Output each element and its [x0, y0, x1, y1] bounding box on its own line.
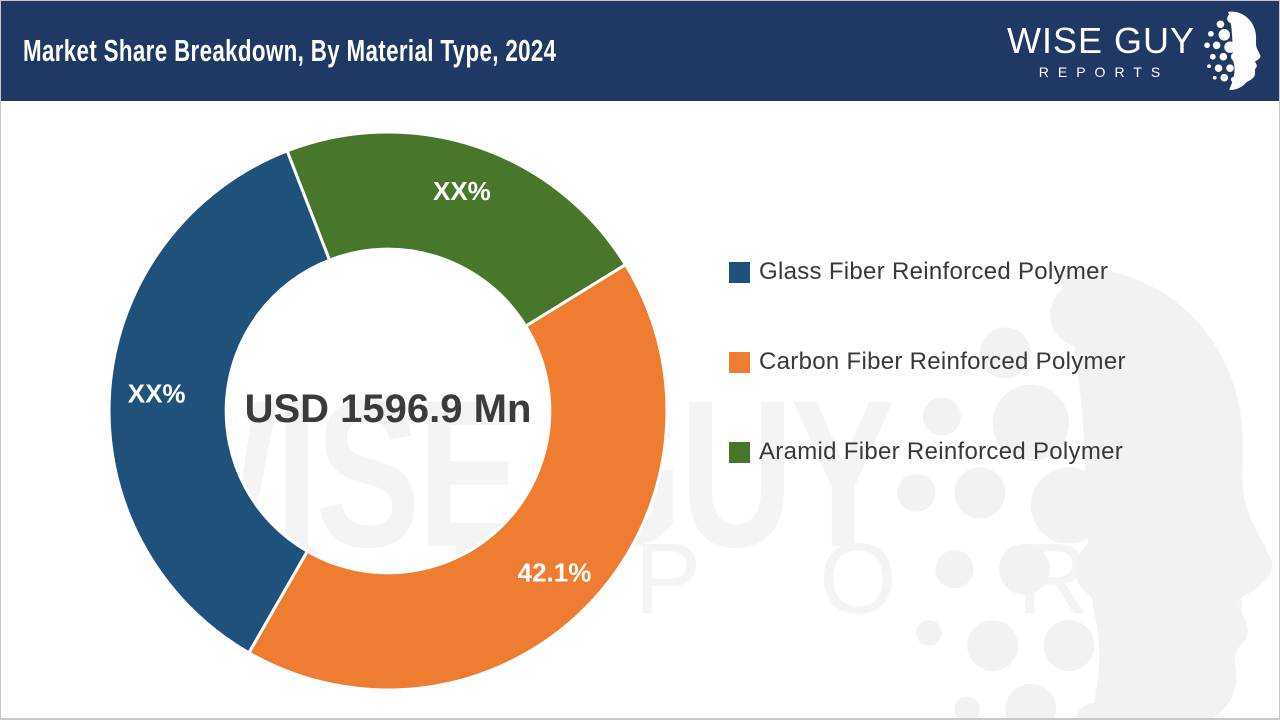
legend: Glass Fiber Reinforced Polymer Carbon Fi… — [729, 258, 1126, 465]
brand-logo: WISE GUY REPORTS — [1007, 9, 1261, 93]
header-bar: Market Share Breakdown, By Material Type… — [1, 1, 1279, 101]
legend-item: Glass Fiber Reinforced Polymer — [729, 258, 1126, 285]
legend-swatch — [729, 351, 750, 373]
donut-slice — [247, 263, 669, 692]
legend-label: Aramid Fiber Reinforced Polymer — [759, 438, 1124, 465]
legend-item: Aramid Fiber Reinforced Polymer — [729, 438, 1126, 465]
brand-name: WISE GUY — [1006, 19, 1195, 61]
brand-tagline: REPORTS — [1038, 63, 1170, 80]
page-title: Market Share Breakdown, By Material Type… — [23, 33, 557, 68]
chart-center-value: USD 1596.9 Mn — [244, 387, 532, 431]
legend-swatch — [729, 441, 750, 463]
donut-slice — [285, 130, 628, 328]
donut-slice — [107, 149, 331, 655]
brand-text: WISE GUY REPORTS — [1006, 19, 1195, 80]
legend-item: Carbon Fiber Reinforced Polymer — [729, 348, 1126, 375]
chart-area: WISE GUY R E P O R T S XX%42.1%XX% USD 1… — [1, 101, 1279, 718]
wiseguy-face-icon — [1204, 11, 1261, 91]
legend-swatch — [729, 261, 750, 283]
slice-label: XX% — [433, 176, 491, 206]
legend-label: Glass Fiber Reinforced Polymer — [759, 258, 1109, 285]
legend-label: Carbon Fiber Reinforced Polymer — [759, 348, 1126, 375]
donut-chart: XX% 42.1% XX% — [107, 130, 669, 692]
slice-label: 42.1% — [518, 558, 592, 588]
slice-label: XX% — [128, 378, 186, 408]
